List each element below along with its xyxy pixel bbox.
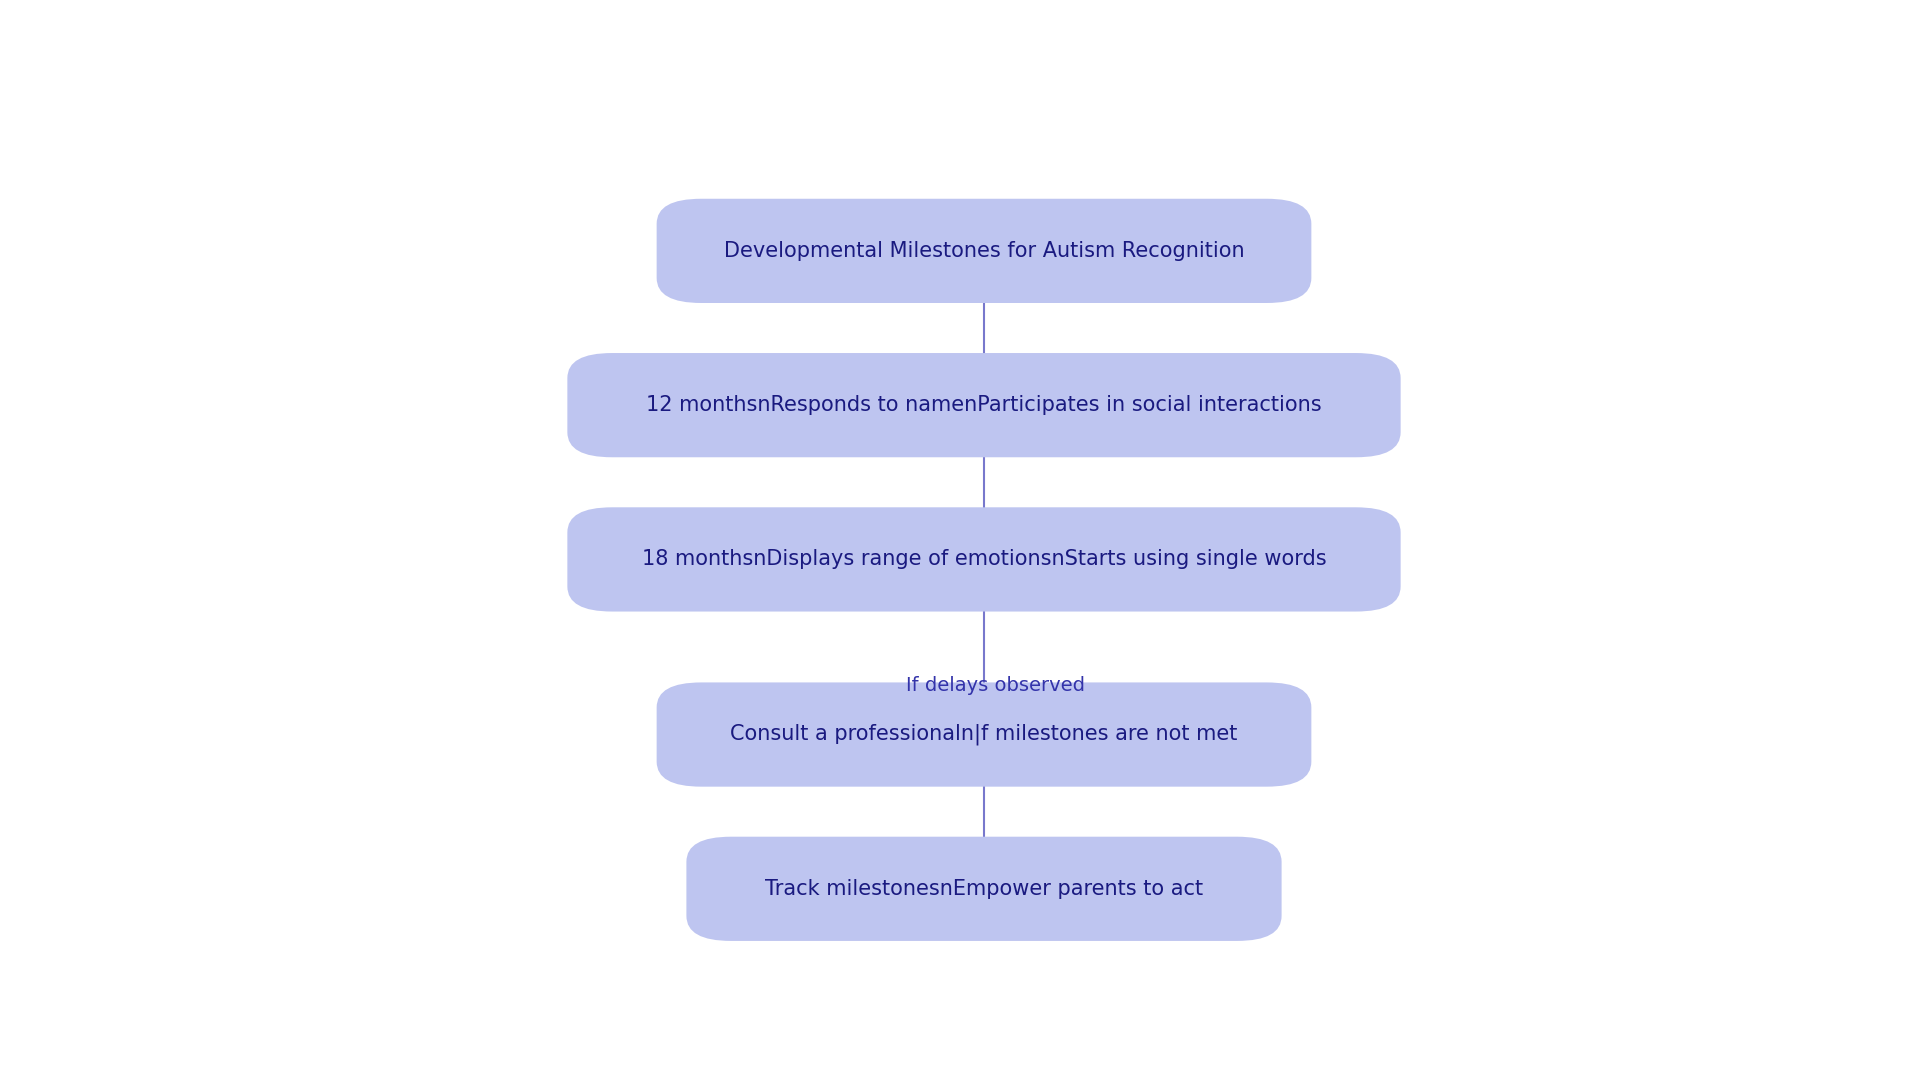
Text: Track milestonesnEmpower parents to act: Track milestonesnEmpower parents to act	[764, 878, 1204, 899]
Text: 18 monthsnDisplays range of emotionsnStarts using single words: 18 monthsnDisplays range of emotionsnSta…	[641, 549, 1327, 570]
FancyBboxPatch shape	[568, 353, 1402, 457]
Text: Consult a professionaln|f milestones are not met: Consult a professionaln|f milestones are…	[730, 723, 1238, 745]
Text: If delays observed: If delays observed	[906, 677, 1085, 695]
Text: 12 monthsnResponds to namenParticipates in social interactions: 12 monthsnResponds to namenParticipates …	[647, 395, 1321, 415]
FancyBboxPatch shape	[685, 837, 1283, 941]
FancyBboxPatch shape	[568, 507, 1402, 612]
Text: Developmental Milestones for Autism Recognition: Developmental Milestones for Autism Reco…	[724, 240, 1244, 261]
FancyBboxPatch shape	[657, 199, 1311, 303]
FancyBboxPatch shape	[657, 682, 1311, 786]
